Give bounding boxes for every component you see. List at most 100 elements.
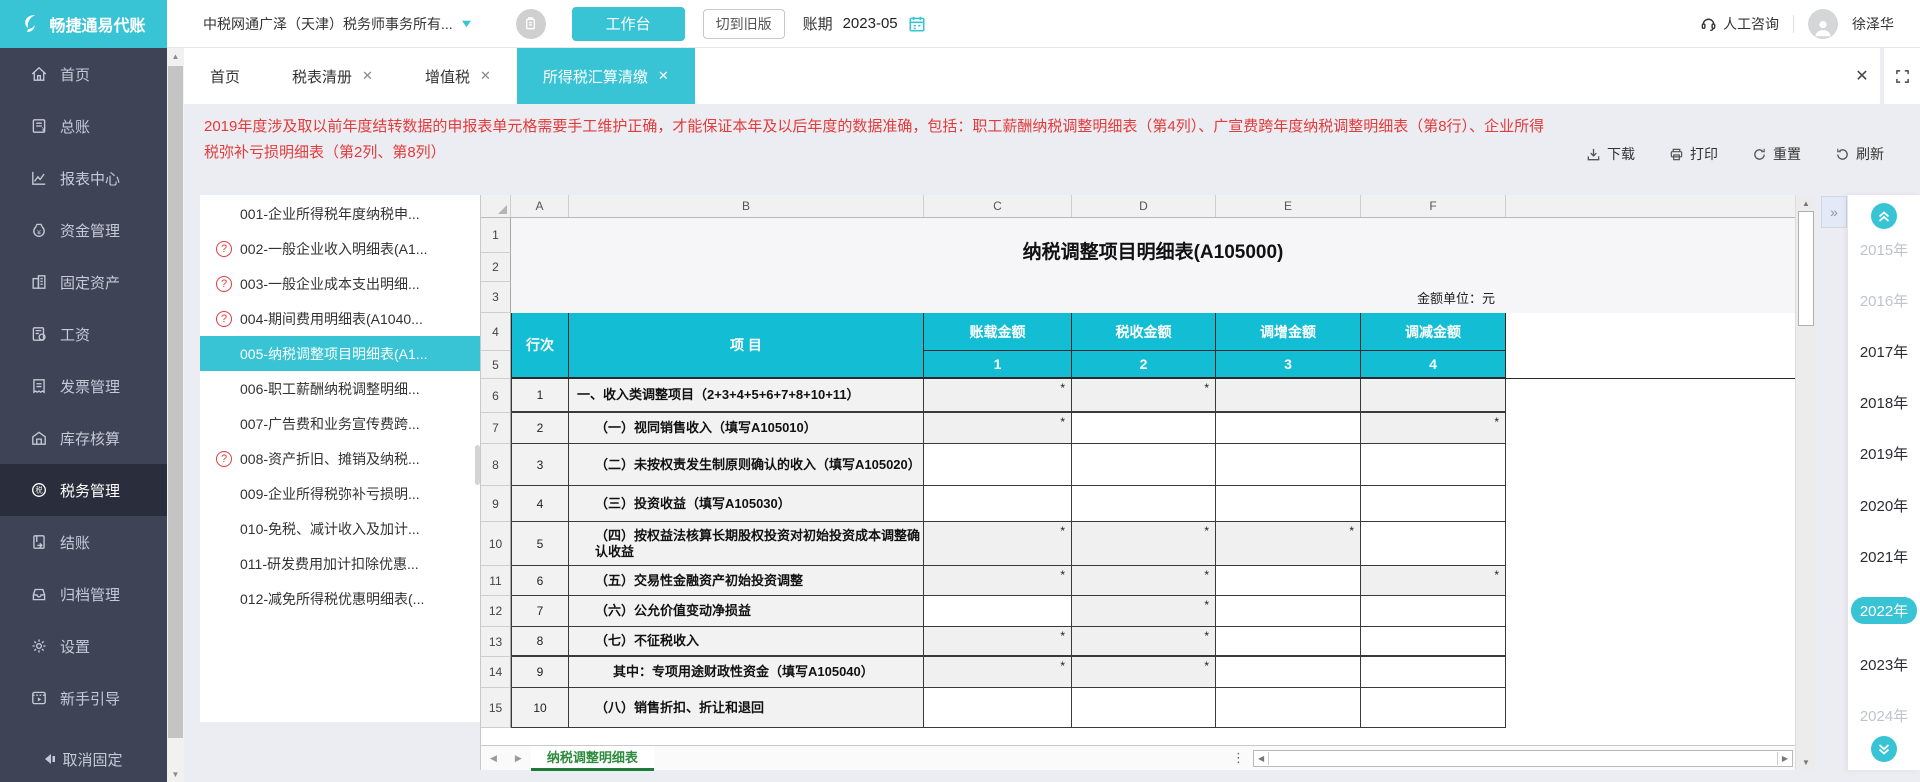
cell-item-label[interactable]: 其中：专项用途财政性资金（填写A105040） <box>569 657 924 688</box>
cell-item-label[interactable]: （六）公允价值变动净损益 <box>569 596 924 627</box>
avatar[interactable] <box>1808 8 1838 39</box>
cell-item-label[interactable]: （二）未按权责发生制原则确认的收入（填写A105020） <box>569 444 924 486</box>
help-icon[interactable]: ? <box>216 450 232 467</box>
year-item-2022[interactable]: 2022年 <box>1850 596 1918 624</box>
sidebar-item-7[interactable]: 发票管理 <box>0 360 167 412</box>
list-scrollbar-thumb[interactable] <box>475 445 480 485</box>
company-selector[interactable]: 中税网通广泽（天津）税务师事务所有... ▼ <box>203 14 474 34</box>
cell-value[interactable] <box>1216 627 1361 657</box>
report-list-item-11[interactable]: 011-研发费用加计扣除优惠... <box>200 546 480 581</box>
sidebar-item-1[interactable]: 首页 <box>0 48 167 100</box>
year-item-2019[interactable]: 2019年 <box>1859 446 1909 464</box>
column-header-F[interactable]: F <box>1361 195 1506 217</box>
column-header-B[interactable]: B <box>569 195 924 217</box>
tab-3[interactable]: 增值税 ✕ <box>399 48 517 104</box>
report-list-item-9[interactable]: 009-企业所得税弥补亏损明... <box>200 476 480 511</box>
sidebar-item-6[interactable]: 工资 <box>0 308 167 360</box>
cell-value[interactable] <box>1216 444 1361 486</box>
cell-value[interactable]: * <box>1072 566 1216 596</box>
row-header-4[interactable]: 4 <box>481 313 511 351</box>
username[interactable]: 徐泽华 <box>1852 15 1894 32</box>
tab-close-icon[interactable]: ✕ <box>657 68 669 83</box>
workbench-button[interactable]: 工作台 <box>571 6 685 41</box>
cell-value[interactable] <box>1361 379 1506 413</box>
sidebar-item-10[interactable]: 结账 <box>0 516 167 568</box>
row-header-13[interactable]: 13 <box>481 627 511 657</box>
close-all-tabs-button[interactable]: ✕ <box>1844 48 1880 104</box>
download-button[interactable]: 下载 <box>1586 144 1635 164</box>
vscroll-up-icon[interactable]: ▲ <box>1802 198 1810 208</box>
tab-1[interactable]: 首页 <box>184 48 266 104</box>
vscroll-down-icon[interactable]: ▼ <box>1802 757 1810 767</box>
sidebar-item-8[interactable]: 库存核算 <box>0 412 167 464</box>
cell-item-label[interactable]: （一）视同销售收入（填写A105010） <box>569 413 924 444</box>
unpin-sidebar-button[interactable]: 取消固定 <box>0 736 167 782</box>
reset-button[interactable]: 重置 <box>1752 144 1801 164</box>
row-header-2[interactable]: 2 <box>481 253 511 282</box>
year-item-2018[interactable]: 2018年 <box>1859 395 1909 413</box>
report-list-item-7[interactable]: 007-广告费和业务宣传费跨... <box>200 406 480 441</box>
cell-value[interactable] <box>1216 596 1361 627</box>
row-header-3[interactable]: 3 <box>481 282 511 313</box>
report-list-item-6[interactable]: 006-职工薪酬纳税调整明细... <box>200 371 480 406</box>
vscroll-thumb[interactable] <box>1798 211 1814 326</box>
cell-value[interactable]: * <box>924 566 1072 596</box>
column-header-E[interactable]: E <box>1216 195 1361 217</box>
cell-value[interactable] <box>1216 486 1361 522</box>
row-header-6[interactable]: 6 <box>481 379 511 413</box>
cell-line-no[interactable]: 3 <box>511 444 569 486</box>
cell-value[interactable]: * <box>924 657 1072 688</box>
cell-item-label[interactable]: （八）销售折扣、折让和退回 <box>569 688 924 728</box>
clipboard-icon[interactable] <box>515 8 546 39</box>
cell-value[interactable] <box>1072 444 1216 486</box>
report-list-item-12[interactable]: 012-减免所得税优惠明细表(... <box>200 581 480 616</box>
cell-line-no[interactable]: 5 <box>511 522 569 566</box>
horizontal-scrollbar[interactable]: ◀ ▶ <box>1253 749 1793 767</box>
cell-value[interactable]: * <box>1072 379 1216 413</box>
cell-value[interactable] <box>1361 444 1506 486</box>
sidebar-item-2[interactable]: ¥ 总账 <box>0 100 167 152</box>
sidebar-item-3[interactable]: 报表中心 <box>0 152 167 204</box>
cell-line-no[interactable]: 8 <box>511 627 569 657</box>
cell-value[interactable]: * <box>924 627 1072 657</box>
refresh-button[interactable]: 刷新 <box>1835 144 1884 164</box>
cell-item-label[interactable]: 一、收入类调整项目（2+3+4+5+6+7+8+10+11） <box>569 379 924 413</box>
sidebar-scrollbar[interactable]: ▲ ▼ <box>167 48 184 782</box>
row-header-10[interactable]: 10 <box>481 522 511 566</box>
calendar-icon[interactable] <box>908 15 926 33</box>
scroll-down-icon[interactable]: ▼ <box>171 769 180 779</box>
cell-item-label[interactable]: （四）按权益法核算长期股权投资对初始投资成本调整确认收益 <box>569 522 924 566</box>
cell-value[interactable]: * <box>1072 627 1216 657</box>
years-scroll-down-button[interactable] <box>1871 736 1897 762</box>
cell-value[interactable] <box>1216 413 1361 444</box>
cell-value[interactable]: * <box>1361 413 1506 444</box>
row-header-8[interactable]: 8 <box>481 444 511 486</box>
cell-value[interactable] <box>1072 486 1216 522</box>
cell-value[interactable]: * <box>1361 566 1506 596</box>
period-value[interactable]: 2023-05 <box>842 15 898 32</box>
tab-4[interactable]: 所得税汇算清缴 ✕ <box>516 48 695 104</box>
cell-line-no[interactable]: 9 <box>511 657 569 688</box>
scroll-right-icon[interactable]: ▶ <box>1781 753 1788 763</box>
cell-value[interactable] <box>1361 596 1506 627</box>
cell-value[interactable]: * <box>1072 596 1216 627</box>
report-list-item-8[interactable]: ? 008-资产折旧、摊销及纳税... <box>200 441 480 476</box>
cell-value[interactable] <box>1216 379 1361 413</box>
column-header-C[interactable]: C <box>924 195 1072 217</box>
cell-value[interactable] <box>1216 657 1361 688</box>
cell-value[interactable] <box>924 596 1072 627</box>
report-list-item-3[interactable]: ? 003-一般企业成本支出明细... <box>200 266 480 301</box>
column-header-A[interactable]: A <box>511 195 569 217</box>
report-list-item-1[interactable]: 001-企业所得税年度纳税申... <box>200 196 480 231</box>
cell-value[interactable] <box>1361 627 1506 657</box>
tab-2[interactable]: 税表清册 ✕ <box>266 48 399 104</box>
years-scroll-up-button[interactable] <box>1871 203 1897 229</box>
cell-value[interactable] <box>924 688 1072 728</box>
report-list-item-4[interactable]: ? 004-期间费用明细表(A1040... <box>200 301 480 336</box>
cell-item-label[interactable]: （五）交易性金融资产初始投资调整 <box>569 566 924 596</box>
cell-line-no[interactable]: 6 <box>511 566 569 596</box>
print-button[interactable]: 打印 <box>1669 144 1718 164</box>
cell-value[interactable]: * <box>1216 522 1361 566</box>
help-icon[interactable]: ? <box>216 240 232 257</box>
